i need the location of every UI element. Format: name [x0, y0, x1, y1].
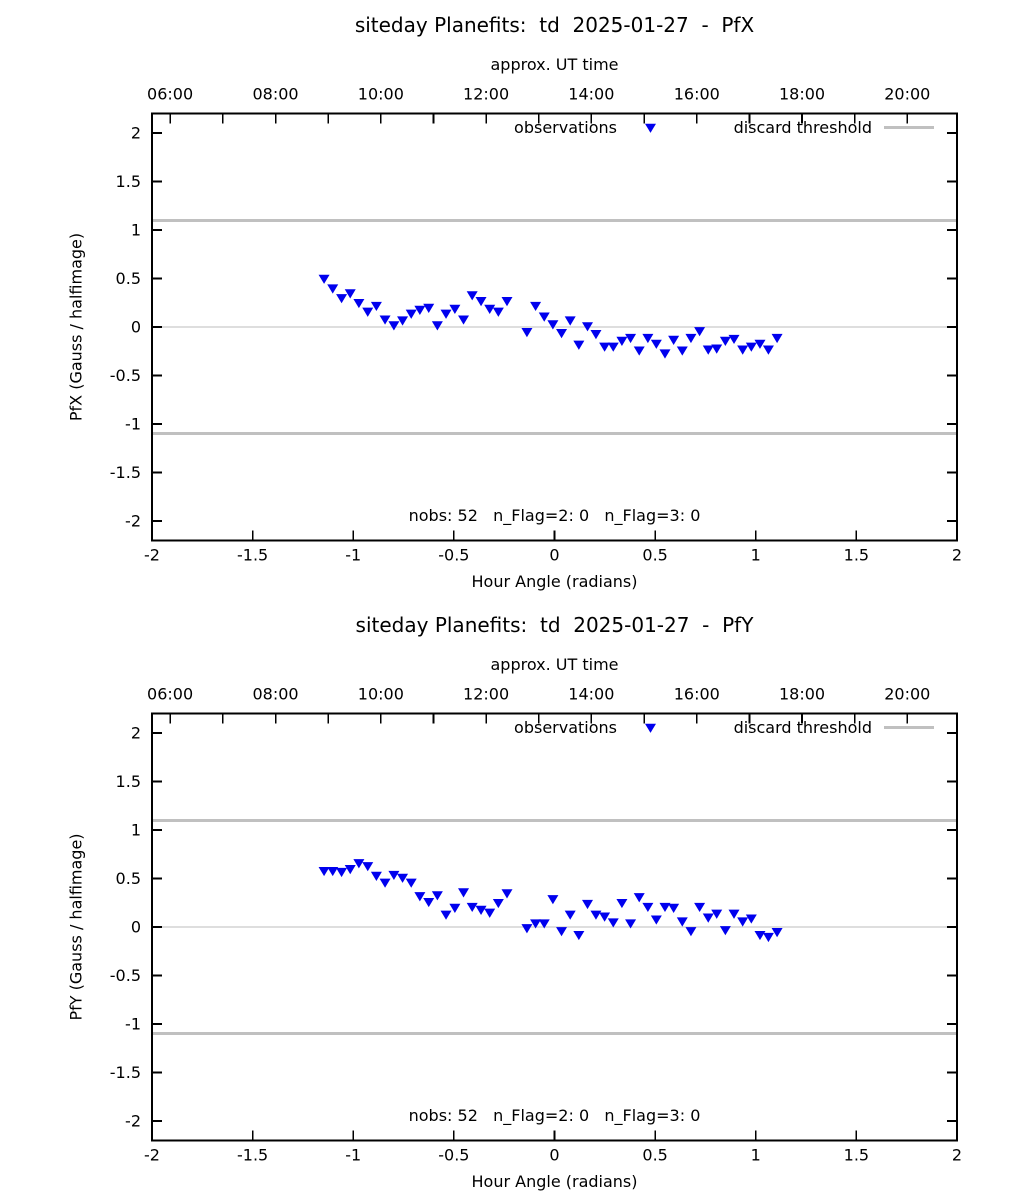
svg-text:08:00: 08:00	[253, 85, 299, 104]
pfx-nobs-annotation: nobs: 52 n_Flag=2: 0 n_Flag=3: 0	[408, 506, 701, 525]
pfy-y-axis-label: PfY (Gauss / halfimage)	[66, 833, 86, 1021]
svg-text:20:00: 20:00	[884, 85, 930, 104]
svg-text:-2: -2	[144, 1145, 160, 1164]
svg-text:10:00: 10:00	[358, 85, 404, 104]
svg-text:-1: -1	[125, 1015, 141, 1034]
svg-text:-1.5: -1.5	[237, 545, 268, 564]
svg-text:-0.5: -0.5	[110, 966, 141, 985]
svg-text:20:00: 20:00	[884, 685, 930, 704]
svg-text:1.5: 1.5	[844, 1145, 869, 1164]
svg-text:06:00: 06:00	[147, 685, 193, 704]
pfx-x-axis-label: Hour Angle (radians)	[471, 572, 638, 591]
pfy-x-axis-label: Hour Angle (radians)	[471, 1172, 638, 1191]
svg-text:-0.5: -0.5	[438, 1145, 469, 1164]
svg-text:2: 2	[131, 124, 141, 143]
chart-pfy: -2 -1.5 -1 -0.5 0 0.5 1 1.5 2 2 1.5 1 0.5 0 -0.5 -1 -1.5…	[0, 600, 1024, 1200]
svg-text:14:00: 14:00	[568, 685, 614, 704]
pfx-legend-observations-label: observations	[514, 118, 617, 137]
svg-text:-2: -2	[125, 512, 141, 531]
svg-text:1: 1	[751, 545, 761, 564]
svg-text:-1: -1	[345, 1145, 361, 1164]
svg-text:1: 1	[751, 1145, 761, 1164]
svg-text:18:00: 18:00	[779, 85, 825, 104]
svg-text:2: 2	[131, 724, 141, 743]
svg-text:12:00: 12:00	[463, 85, 509, 104]
svg-text:16:00: 16:00	[674, 85, 720, 104]
svg-text:-1: -1	[125, 415, 141, 434]
svg-text:0: 0	[131, 318, 141, 337]
svg-text:0.5: 0.5	[642, 1145, 667, 1164]
svg-text:2: 2	[952, 545, 962, 564]
pfx-ut-time-axis-label: approx. UT time	[490, 55, 619, 74]
svg-text:-0.5: -0.5	[438, 545, 469, 564]
svg-text:12:00: 12:00	[463, 685, 509, 704]
svg-text:0: 0	[549, 545, 559, 564]
svg-text:1: 1	[131, 221, 141, 240]
pfx-y-axis-label: PfX (Gauss / halfimage)	[66, 232, 86, 422]
svg-text:0.5: 0.5	[642, 545, 667, 564]
svg-text:0.5: 0.5	[116, 869, 141, 888]
svg-text:-2: -2	[144, 545, 160, 564]
svg-text:0: 0	[549, 1145, 559, 1164]
pfy-ut-time-axis-label: approx. UT time	[490, 655, 619, 674]
svg-text:1.5: 1.5	[844, 545, 869, 564]
svg-text:-1: -1	[345, 545, 361, 564]
svg-text:-1.5: -1.5	[110, 1063, 141, 1082]
svg-text:1: 1	[131, 821, 141, 840]
pfy-legend-observations-label: observations	[514, 718, 617, 737]
pfx-plot-canvas: -2 -1.5 -1 -0.5 0 0.5 1 1.5 2 2 1.5 1 0.5 0 -0.5 -1 -1.5…	[110, 85, 962, 565]
svg-text:16:00: 16:00	[674, 685, 720, 704]
svg-text:0.5: 0.5	[116, 269, 141, 288]
svg-text:-1.5: -1.5	[110, 463, 141, 482]
svg-text:1.5: 1.5	[116, 172, 141, 191]
svg-text:06:00: 06:00	[147, 85, 193, 104]
pfx-legend-discard-threshold-label: discard threshold	[733, 118, 872, 137]
chart-pfx: -2 -1.5 -1 -0.5 0 0.5 1 1.5 2 2 1.5 1 0.5 0 -0.5 -1 -1.5…	[66, 13, 963, 591]
svg-text:18:00: 18:00	[779, 685, 825, 704]
svg-text:08:00: 08:00	[253, 685, 299, 704]
svg-text:-1.5: -1.5	[237, 1145, 268, 1164]
svg-text:-0.5: -0.5	[110, 366, 141, 385]
svg-text:14:00: 14:00	[568, 85, 614, 104]
svg-text:2: 2	[952, 1145, 962, 1164]
pfx-chart-title: siteday Planefits: td 2025-01-27 - PfX	[354, 13, 755, 37]
pfy-plot-canvas: -2 -1.5 -1 -0.5 0 0.5 1 1.5 2 2 1.5 1 0.5 0 -0.5 -1 -1.5…	[110, 685, 962, 1165]
pfy-chart-title: siteday Planefits: td 2025-01-27 - PfY	[355, 613, 754, 637]
svg-text:-2: -2	[125, 1112, 141, 1131]
svg-text:0: 0	[131, 918, 141, 937]
pfy-legend-discard-threshold-label: discard threshold	[733, 718, 872, 737]
svg-text:10:00: 10:00	[358, 685, 404, 704]
pfy-nobs-annotation: nobs: 52 n_Flag=2: 0 n_Flag=3: 0	[408, 1106, 701, 1125]
svg-text:1.5: 1.5	[116, 772, 141, 791]
